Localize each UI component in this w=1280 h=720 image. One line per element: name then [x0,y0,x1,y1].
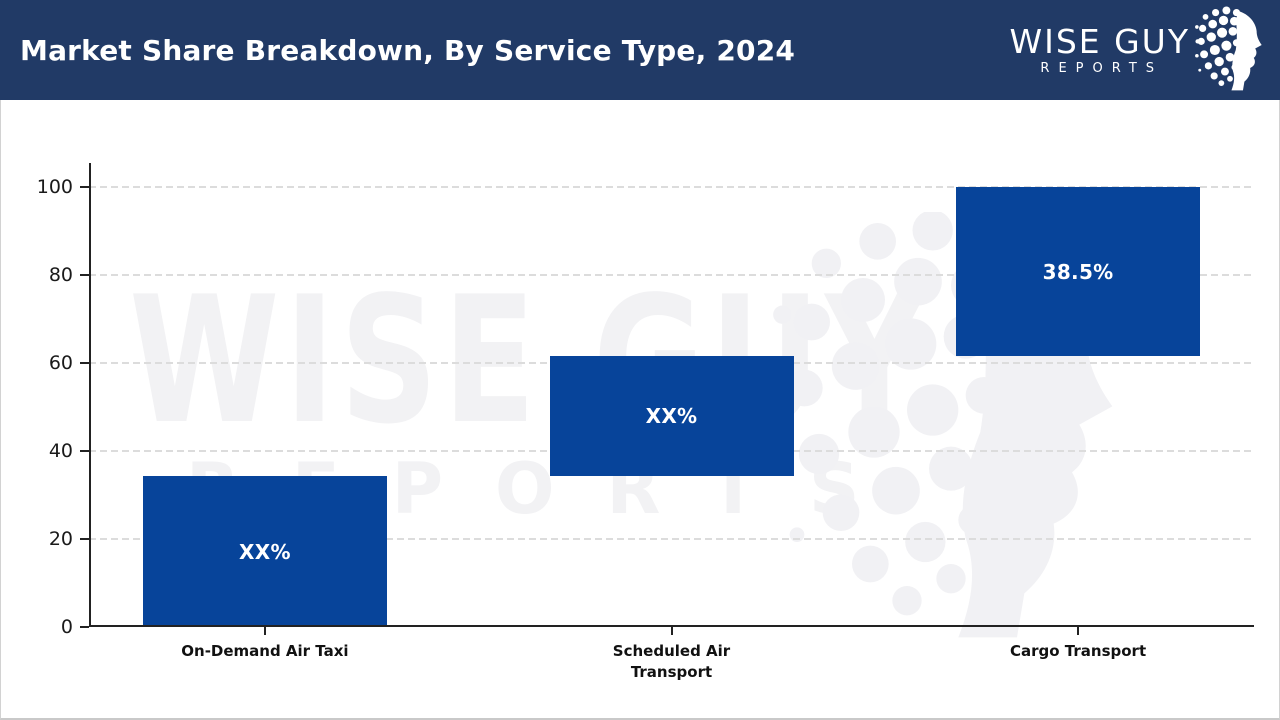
logo-text: WISE GUY REPORTS [1009,25,1190,75]
header: Market Share Breakdown, By Service Type,… [0,0,1280,100]
y-tick-label: 80 [48,264,73,286]
bar-label: XX% [645,404,698,429]
gridline [89,274,1254,276]
gridline [89,186,1254,188]
bar: 38.5% [956,187,1201,357]
chart-area: WISE GUY REPORTS 0 20 40 60 80 100 XX% On-Deman… [0,100,1280,720]
y-tick [80,362,89,364]
bar-label: 38.5% [1042,259,1114,284]
y-tick [80,450,89,452]
x-tick [670,627,673,635]
y-tick-label: 0 [60,616,73,638]
x-axis-label: Cargo Transport [1010,642,1147,660]
logo-wordmark: WISE GUY [1009,22,1190,61]
y-tick-label: 60 [48,352,73,374]
logo-face-icon [1194,6,1266,94]
x-tick [1077,627,1080,635]
plot-area: 0 20 40 60 80 100 XX% On-Demand Air Taxi XX% Sche… [37,163,1254,681]
gridline [89,538,1254,540]
x-axis-label: Scheduled Air Transport [612,642,731,681]
y-axis-spine [89,163,91,627]
y-tick-label: 100 [36,176,73,198]
y-tick [80,186,89,188]
wiseguy-logo: WISE GUY REPORTS [1009,6,1266,94]
y-tick-label: 20 [48,528,73,550]
bar: XX% [142,476,387,627]
y-tick [80,538,89,540]
bar-label: XX% [239,539,291,564]
y-tick [80,626,89,628]
logo-subtitle: REPORTS [1040,61,1164,76]
bar: XX% [549,356,794,477]
x-axis-spine [89,625,1254,627]
y-tick-label: 40 [48,440,73,462]
x-axis-label: On-Demand Air Taxi [181,642,349,660]
y-tick [80,274,89,276]
x-tick [263,627,266,635]
page-title: Market Share Breakdown, By Service Type,… [20,33,796,67]
